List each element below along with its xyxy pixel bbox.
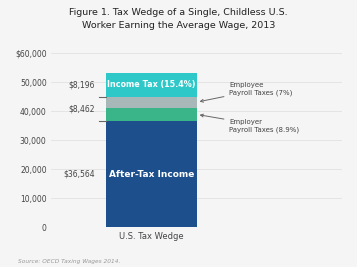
Text: Employee
Payroll Taxes (7%): Employee Payroll Taxes (7%) (201, 82, 293, 102)
Bar (106, 97, 197, 108)
Bar (106, 108, 197, 121)
Text: $8,462: $8,462 (69, 104, 95, 113)
Text: Employer
Payroll Taxes (8.9%): Employer Payroll Taxes (8.9%) (201, 114, 300, 133)
Text: Figure 1. Tax Wedge of a Single, Childless U.S.
Worker Earning the Average Wage,: Figure 1. Tax Wedge of a Single, Childle… (69, 8, 288, 30)
Bar (106, 121, 197, 227)
Bar (106, 73, 197, 97)
Text: After-Tax Income: After-Tax Income (109, 170, 194, 179)
Text: $8,196: $8,196 (69, 80, 95, 89)
Text: $36,564: $36,564 (64, 170, 95, 179)
Text: Source: OECD Taxing Wages 2014.: Source: OECD Taxing Wages 2014. (18, 259, 120, 264)
Text: Income Tax (15.4%): Income Tax (15.4%) (107, 80, 196, 89)
